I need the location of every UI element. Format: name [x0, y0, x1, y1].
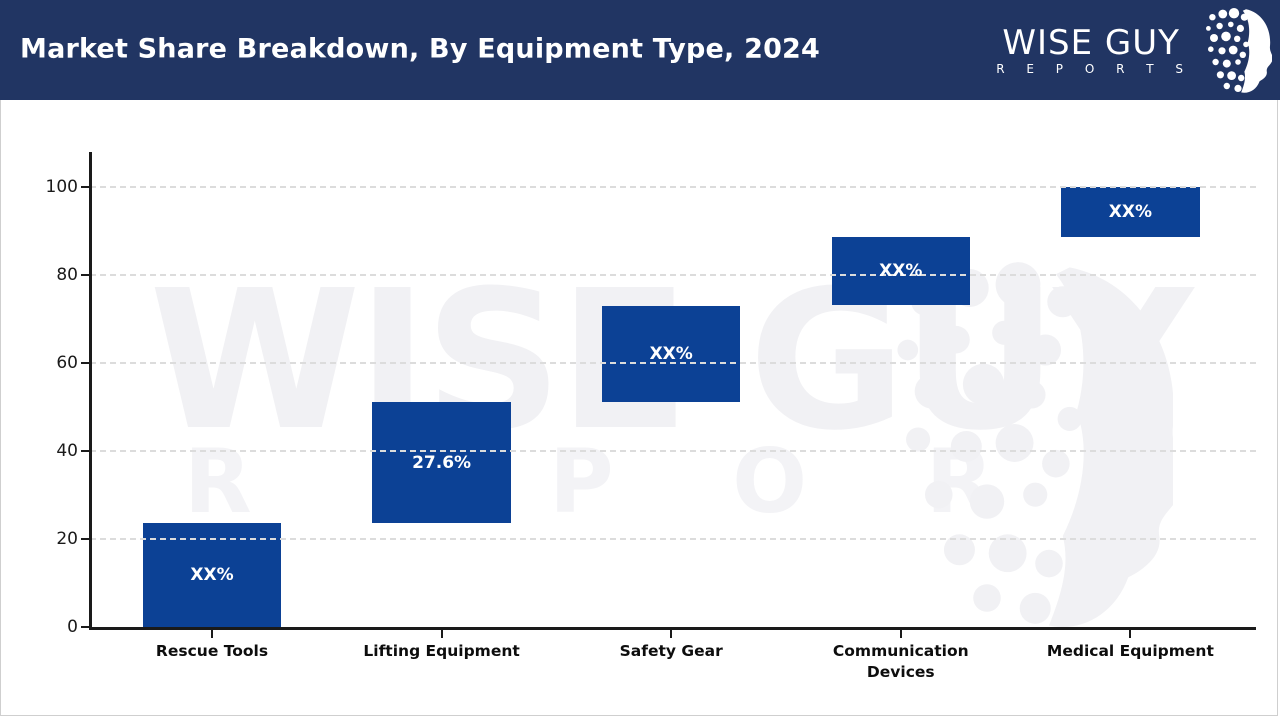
y-gridline: [90, 273, 1256, 276]
logo-wordmark: WISE GUY: [1002, 22, 1180, 63]
bar-value-label: XX%: [649, 343, 693, 364]
y-tick-label: 40: [56, 440, 78, 461]
bar-value-label: 27.6%: [412, 452, 472, 473]
y-gridline: [90, 449, 1256, 452]
x-tick-mark: [440, 630, 443, 638]
y-axis-line: [89, 152, 92, 630]
bar-communication-devices: [831, 237, 970, 306]
bar-safety-gear: [602, 305, 741, 402]
bar-value-label: XX%: [1108, 202, 1153, 222]
dotted-head-icon: [1206, 8, 1272, 93]
header-bar: Market Share Breakdown, By Equipment Typ…: [0, 0, 1280, 100]
x-category-label: Safety Gear: [619, 642, 723, 660]
chart-plot-area: WISE GUY R E P O R T S 0 20 40 60 80 100 XX% Re…: [0, 100, 1278, 716]
bar-value-label: XX%: [879, 261, 923, 282]
x-tick-mark: [670, 630, 673, 638]
x-axis-line: [89, 627, 1256, 630]
y-tick-mark: [81, 185, 90, 188]
bar-rescue-tools: [142, 523, 282, 627]
y-tick-label: 80: [56, 264, 78, 285]
wise-guy-logo: WISE GUY R E P O R T S: [990, 8, 1272, 93]
logo-text: WISE GUY R E P O R T S: [990, 25, 1192, 76]
x-category-label: Medical Equipment: [1046, 642, 1214, 660]
watermark-dotted-head: [897, 262, 1173, 627]
y-tick-label: 0: [67, 616, 78, 637]
y-tick-mark: [81, 537, 90, 540]
x-tick-mark: [211, 630, 213, 638]
bar-value-label: XX%: [190, 565, 234, 585]
x-category-label: Rescue Tools: [155, 642, 269, 660]
page-title: Market Share Breakdown, By Equipment Typ…: [20, 33, 821, 65]
y-tick-label: 20: [56, 528, 78, 549]
x-tick-mark: [899, 630, 902, 638]
y-tick-mark: [81, 361, 90, 364]
y-gridline: [90, 361, 1256, 364]
x-category-label: Communication Devices: [832, 642, 969, 681]
y-tick-mark: [81, 449, 90, 452]
x-tick-mark: [1129, 630, 1132, 638]
y-tick-label: 60: [56, 352, 78, 373]
y-gridline: [90, 537, 1256, 540]
y-tick-label: 100: [45, 176, 78, 197]
y-tick-mark: [81, 625, 90, 628]
x-category-label: Lifting Equipment: [363, 642, 520, 660]
y-gridline: [90, 185, 1256, 188]
y-tick-mark: [81, 273, 90, 276]
bar-medical-equipment: [1061, 186, 1200, 238]
logo-subtext: R E P O R T S: [996, 61, 1192, 76]
bar-lifting-equipment: [372, 401, 511, 524]
